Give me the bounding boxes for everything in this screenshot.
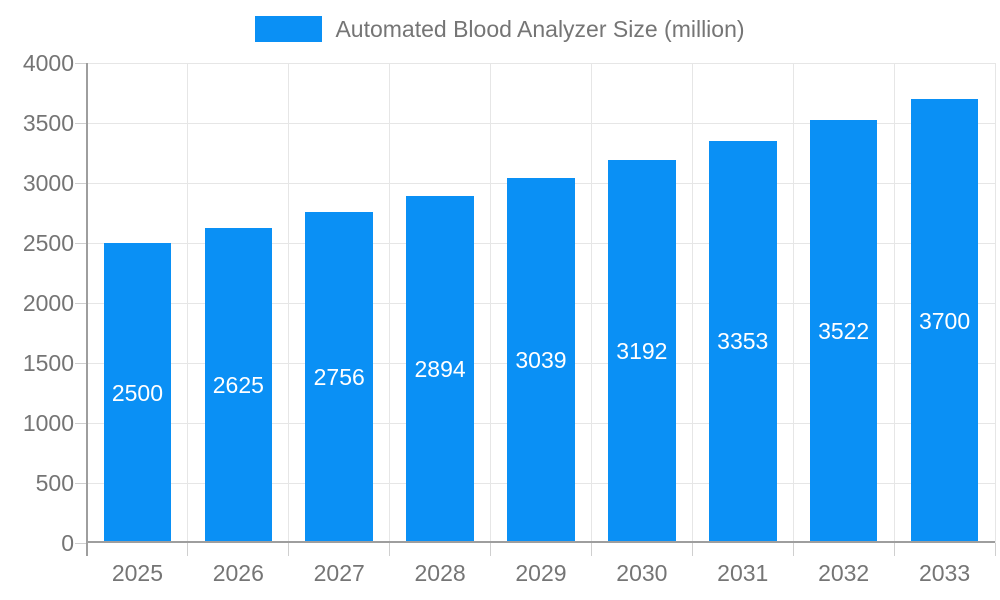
bar-value-label: 2756 [313, 364, 365, 391]
y-axis-tick-label: 3000 [22, 170, 74, 196]
x-axis-tick [691, 543, 693, 556]
gridline-horizontal [87, 62, 995, 64]
bar: 2500 [103, 243, 172, 543]
gridline-vertical [691, 63, 693, 543]
x-axis-tick-label: 2030 [616, 560, 668, 586]
y-axis-tick [75, 302, 87, 304]
gridline-vertical [893, 63, 895, 543]
bar: 2894 [406, 195, 474, 543]
x-axis-tick-label: 2028 [414, 560, 466, 586]
x-axis-tick-label: 2026 [212, 560, 264, 586]
chart-legend: Automated Blood Analyzer Size (million) [0, 16, 1000, 42]
x-axis-tick-label: 2029 [515, 560, 567, 586]
x-axis-tick-label: 2025 [111, 560, 164, 586]
x-axis-tick [893, 543, 895, 556]
y-axis-line [86, 63, 88, 556]
bar: 3192 [608, 159, 676, 543]
bar-value-label: 2500 [111, 379, 164, 406]
legend-label: Automated Blood Analyzer Size (million) [335, 16, 745, 42]
x-axis-tick [389, 543, 391, 556]
x-axis-tick-label: 2027 [313, 560, 365, 586]
bar-value-label: 2894 [414, 355, 466, 382]
x-axis-tick [792, 543, 794, 556]
legend-swatch [255, 16, 323, 42]
bar-value-label: 3522 [818, 318, 870, 345]
y-axis-tick [75, 422, 87, 424]
y-axis-tick-label: 4000 [22, 50, 74, 76]
gridline-vertical [490, 63, 492, 543]
x-axis-tick [187, 543, 189, 556]
y-axis-tick-label: 2000 [22, 290, 74, 316]
gridline-vertical [590, 63, 592, 543]
y-axis-tick [75, 542, 87, 544]
y-axis-tick-label: 0 [61, 530, 74, 556]
bar: 3522 [809, 120, 878, 543]
gridline-vertical [288, 63, 290, 543]
y-axis-tick [75, 482, 87, 484]
bar-value-label: 2625 [212, 372, 264, 398]
bar: 3353 [708, 140, 777, 543]
y-axis-tick-label: 3500 [22, 110, 74, 136]
y-axis-tick [75, 182, 87, 184]
gridline-vertical [389, 63, 391, 543]
y-axis-tick [75, 122, 87, 124]
y-axis-tick [75, 362, 87, 364]
y-axis-tick-label: 1500 [22, 350, 74, 376]
y-axis-tick [75, 242, 87, 244]
gridline-vertical [187, 63, 189, 543]
x-axis-tick [490, 543, 492, 556]
bar-value-label: 3039 [515, 347, 567, 374]
x-axis-tick [994, 543, 996, 556]
gridline-vertical [994, 63, 996, 543]
gridline-vertical [792, 63, 794, 543]
y-axis-tick [75, 62, 87, 64]
plot-area: 2500 2625 2756 2894 3039 3192 3353 3522 3700 [75, 62, 996, 556]
y-axis-tick-label: 2500 [22, 230, 74, 256]
bar-value-label: 3192 [616, 337, 668, 364]
bar: 3700 [910, 99, 979, 543]
bar: 2756 [305, 212, 374, 543]
bar-value-label: 3700 [918, 307, 971, 334]
x-axis-tick-label: 2031 [717, 560, 769, 586]
x-axis-tick-label: 2032 [818, 560, 870, 586]
x-axis-tick [288, 543, 290, 556]
gridline-horizontal [87, 122, 995, 124]
y-axis-tick-label: 1000 [22, 410, 74, 436]
y-axis-tick-label: 500 [35, 470, 74, 496]
x-axis-tick [590, 543, 592, 556]
x-axis-line [87, 541, 995, 543]
bar: 2625 [204, 228, 273, 543]
bar: 3039 [507, 178, 575, 543]
bar-value-label: 3353 [717, 328, 769, 355]
x-axis-tick-label: 2033 [918, 560, 971, 586]
